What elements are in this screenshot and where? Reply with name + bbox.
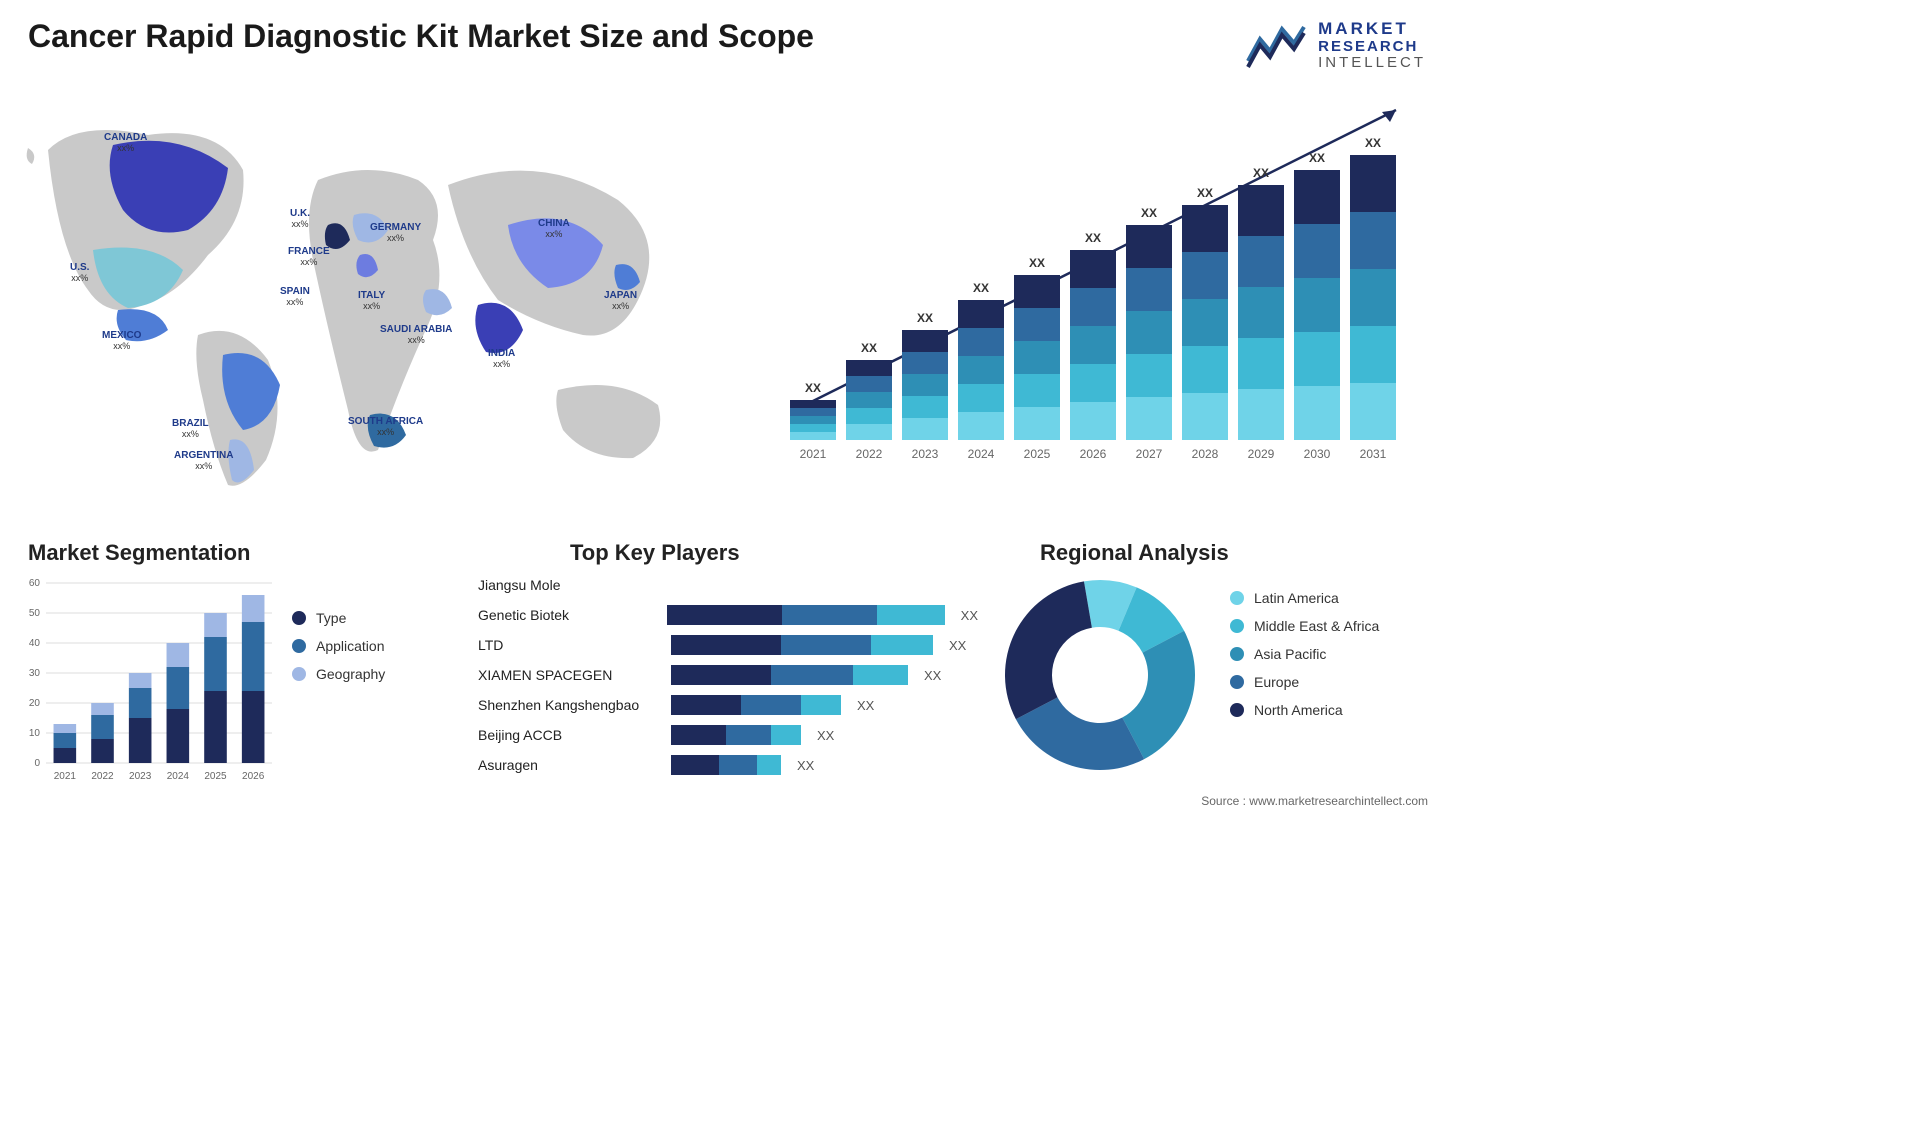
svg-text:2021: 2021 (800, 447, 827, 461)
map-label: SPAINxx% (280, 286, 310, 308)
svg-text:XX: XX (1197, 186, 1213, 200)
map-label: SAUDI ARABIAxx% (380, 324, 452, 346)
svg-text:60: 60 (29, 578, 41, 589)
map-label: U.K.xx% (290, 208, 310, 230)
forecast-chart-svg: XX 2021 XX 2022 XX 2023 XX 2024 XX 2025 XX 2026 XX 20… (770, 100, 1430, 480)
player-row: Beijing ACCBXX (478, 720, 978, 750)
map-label: SOUTH AFRICAxx% (348, 416, 423, 438)
svg-text:40: 40 (29, 638, 41, 649)
svg-text:2025: 2025 (204, 771, 227, 782)
player-row: LTDXX (478, 630, 978, 660)
svg-text:10: 10 (29, 728, 41, 739)
legend-item: Geography (292, 666, 385, 682)
map-label: U.S.xx% (70, 262, 89, 284)
svg-text:XX: XX (1085, 231, 1101, 245)
player-row: Jiangsu Mole (478, 570, 978, 600)
source-text: Source : www.marketresearchintellect.com (1201, 794, 1428, 808)
svg-text:2031: 2031 (1360, 447, 1387, 461)
svg-text:20: 20 (29, 698, 41, 709)
svg-text:XX: XX (1029, 256, 1045, 270)
legend-item: Europe (1230, 674, 1379, 690)
logo-line3: INTELLECT (1318, 55, 1426, 72)
logo-icon (1246, 21, 1306, 71)
player-row: Shenzhen KangshengbaoXX (478, 690, 978, 720)
svg-text:2026: 2026 (242, 771, 265, 782)
map-label: BRAZILxx% (172, 418, 209, 440)
svg-text:2030: 2030 (1304, 447, 1331, 461)
svg-text:50: 50 (29, 608, 41, 619)
legend-item: Latin America (1230, 590, 1379, 606)
regional-title: Regional Analysis (1040, 540, 1229, 566)
segmentation-chart: 0 10 20 30 40 50 60 2021 2022 2023 2024 2025 2026 (18, 575, 278, 785)
map-label: CANADAxx% (104, 132, 147, 154)
svg-text:2023: 2023 (912, 447, 939, 461)
map-label: ARGENTINAxx% (174, 450, 233, 472)
logo-line1: MARKET (1318, 20, 1426, 39)
svg-text:2023: 2023 (129, 771, 152, 782)
forecast-chart: XX 2021 XX 2022 XX 2023 XX 2024 XX 2025 XX 2026 XX 20… (770, 100, 1430, 480)
legend-item: Middle East & Africa (1230, 618, 1379, 634)
segmentation-title: Market Segmentation (28, 540, 251, 566)
legend-item: North America (1230, 702, 1379, 718)
svg-text:0: 0 (34, 758, 40, 769)
world-map: CANADAxx% U.S.xx% MEXICOxx% BRAZILxx% ARGENT… (18, 90, 728, 500)
svg-text:XX: XX (973, 281, 989, 295)
svg-text:2028: 2028 (1192, 447, 1219, 461)
player-row: Genetic BiotekXX (478, 600, 978, 630)
regional-donut-svg (1000, 575, 1200, 775)
map-label: FRANCExx% (288, 246, 330, 268)
svg-text:XX: XX (1141, 206, 1157, 220)
svg-text:2026: 2026 (1080, 447, 1107, 461)
brand-logo: MARKET RESEARCH INTELLECT (1246, 20, 1426, 72)
svg-text:2024: 2024 (968, 447, 995, 461)
map-label: MEXICOxx% (102, 330, 141, 352)
svg-text:XX: XX (861, 341, 877, 355)
player-row: AsuragenXX (478, 750, 978, 780)
map-label: JAPANxx% (604, 290, 637, 312)
page-title: Cancer Rapid Diagnostic Kit Market Size … (28, 18, 814, 55)
svg-text:2022: 2022 (856, 447, 883, 461)
svg-text:2025: 2025 (1024, 447, 1051, 461)
legend-item: Application (292, 638, 385, 654)
svg-text:2027: 2027 (1136, 447, 1163, 461)
svg-text:2021: 2021 (54, 771, 77, 782)
players-chart: Jiangsu MoleGenetic BiotekXXLTDXXXIAMEN … (478, 570, 978, 780)
map-label: GERMANYxx% (370, 222, 421, 244)
map-label: ITALYxx% (358, 290, 385, 312)
map-label: CHINAxx% (538, 218, 570, 240)
regional-legend: Latin America Middle East & Africa Asia Pa… (1230, 590, 1379, 730)
map-label: INDIAxx% (488, 348, 515, 370)
segmentation-legend: Type Application Geography (292, 610, 385, 694)
svg-text:2022: 2022 (91, 771, 114, 782)
segmentation-chart-svg: 0 10 20 30 40 50 60 2021 2022 2023 2024 2025 2026 (18, 575, 278, 785)
legend-item: Type (292, 610, 385, 626)
svg-text:XX: XX (1253, 166, 1269, 180)
legend-item: Asia Pacific (1230, 646, 1379, 662)
svg-text:XX: XX (1365, 136, 1381, 150)
player-row: XIAMEN SPACEGENXX (478, 660, 978, 690)
players-title: Top Key Players (570, 540, 740, 566)
svg-text:30: 30 (29, 668, 41, 679)
svg-text:2029: 2029 (1248, 447, 1275, 461)
svg-text:XX: XX (805, 381, 821, 395)
svg-text:XX: XX (1309, 151, 1325, 165)
logo-line2: RESEARCH (1318, 39, 1426, 56)
svg-text:2024: 2024 (167, 771, 190, 782)
svg-text:XX: XX (917, 311, 933, 325)
regional-donut (1000, 575, 1200, 775)
